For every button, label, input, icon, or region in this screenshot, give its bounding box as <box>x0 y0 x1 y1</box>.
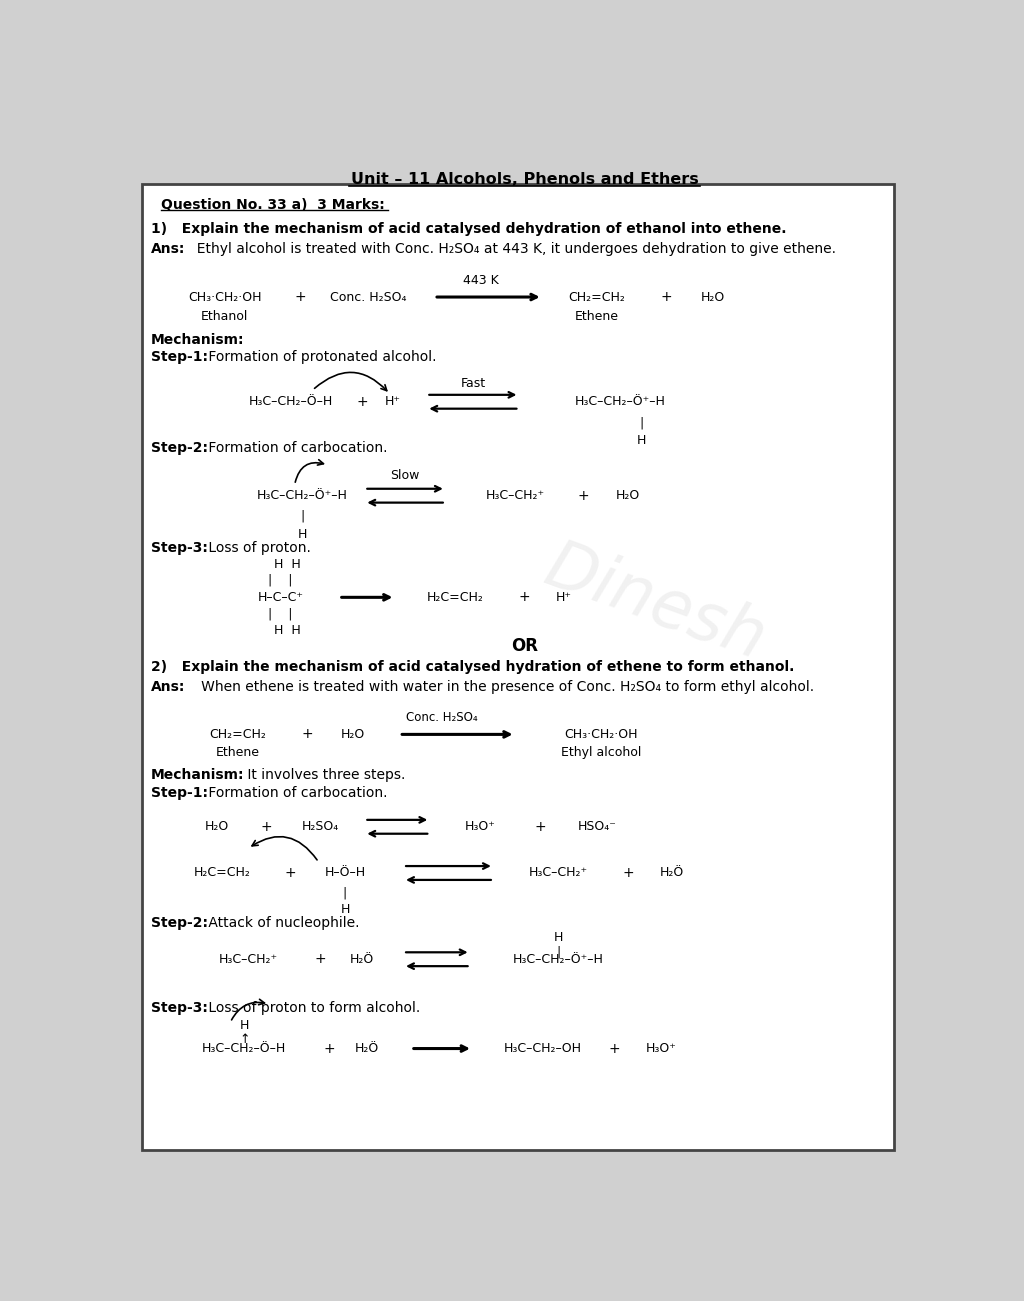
Text: Ethene: Ethene <box>574 310 618 323</box>
Text: H₃C–CH₂–OH: H₃C–CH₂–OH <box>504 1042 582 1055</box>
Text: Ans:: Ans: <box>152 242 185 256</box>
Text: Step-1:: Step-1: <box>152 350 208 364</box>
Text: Formation of carbocation.: Formation of carbocation. <box>204 786 387 800</box>
Text: +: + <box>324 1042 335 1055</box>
Text: +: + <box>660 290 673 304</box>
Text: |    |: | | <box>268 574 293 587</box>
Text: Question No. 33 a)  3 Marks:: Question No. 33 a) 3 Marks: <box>161 198 384 212</box>
Text: When ethene is treated with water in the presence of Conc. H₂SO₄ to form ethyl a: When ethene is treated with water in the… <box>188 679 814 693</box>
Text: H₃C–CH₂–Ö⁺–H: H₃C–CH₂–Ö⁺–H <box>574 396 666 409</box>
Text: Loss of proton.: Loss of proton. <box>204 541 311 556</box>
Text: H₂O: H₂O <box>615 489 640 502</box>
Text: 2)   Explain the mechanism of acid catalysed hydration of ethene to form ethanol: 2) Explain the mechanism of acid catalys… <box>152 660 795 674</box>
Text: H: H <box>553 932 563 945</box>
Text: H  H: H H <box>273 558 300 571</box>
Text: H₃C–CH₂–Ö–H: H₃C–CH₂–Ö–H <box>202 1042 287 1055</box>
Text: Ethyl alcohol is treated with Conc. H₂SO₄ at 443 K, it undergoes dehydration to : Ethyl alcohol is treated with Conc. H₂SO… <box>188 242 837 256</box>
Text: Slow: Slow <box>390 470 420 483</box>
Text: +: + <box>609 1042 621 1055</box>
Text: OR: OR <box>511 637 539 654</box>
Text: H⁺: H⁺ <box>385 396 401 409</box>
Text: H₃C–CH₂⁺: H₃C–CH₂⁺ <box>486 489 545 502</box>
Text: Step-1:: Step-1: <box>152 786 208 800</box>
Text: H: H <box>340 903 349 916</box>
Text: Attack of nucleophile.: Attack of nucleophile. <box>204 916 359 930</box>
Text: H₂O: H₂O <box>341 727 365 740</box>
Text: |: | <box>343 886 347 899</box>
Text: Unit – 11 Alcohols, Phenols and Ethers: Unit – 11 Alcohols, Phenols and Ethers <box>351 173 698 187</box>
Text: H⁺: H⁺ <box>556 591 571 604</box>
Text: Mechanism:: Mechanism: <box>152 333 245 347</box>
Text: 443 K: 443 K <box>463 273 499 286</box>
Text: +: + <box>314 952 326 967</box>
Text: H: H <box>240 1019 249 1032</box>
Text: |: | <box>639 416 643 429</box>
Text: +: + <box>535 820 546 834</box>
Text: H₃C–CH₂⁺: H₃C–CH₂⁺ <box>218 952 278 965</box>
Text: Step-3:: Step-3: <box>152 1000 208 1015</box>
Text: Formation of carbocation.: Formation of carbocation. <box>204 441 387 455</box>
Text: Step-2:: Step-2: <box>152 916 208 930</box>
Text: |    |: | | <box>268 608 293 621</box>
Text: CH₂=CH₂: CH₂=CH₂ <box>210 727 266 740</box>
Text: H₂SO₄: H₂SO₄ <box>302 821 339 833</box>
Text: CH₃·CH₂·OH: CH₃·CH₂·OH <box>564 727 638 740</box>
Text: |: | <box>300 510 304 523</box>
Text: ↑: ↑ <box>239 1033 250 1046</box>
Text: H–Ö–H: H–Ö–H <box>325 866 366 879</box>
Text: Conc. H₂SO₄: Conc. H₂SO₄ <box>407 710 477 723</box>
Text: H₂Ö: H₂Ö <box>350 952 374 965</box>
Text: +: + <box>294 290 306 304</box>
Text: H₂C=CH₂: H₂C=CH₂ <box>195 866 251 879</box>
Text: H₂O: H₂O <box>205 821 229 833</box>
Text: Ans:: Ans: <box>152 679 185 693</box>
Text: H₃O⁺: H₃O⁺ <box>465 821 496 833</box>
Text: +: + <box>285 866 297 879</box>
Text: Dinesh: Dinesh <box>536 533 774 674</box>
Text: +: + <box>578 489 590 502</box>
Text: H₃C–CH₂–Ö⁺–H: H₃C–CH₂–Ö⁺–H <box>257 489 348 502</box>
Text: H₃O⁺: H₃O⁺ <box>646 1042 677 1055</box>
Text: +: + <box>260 820 271 834</box>
Text: H₂O: H₂O <box>701 290 725 303</box>
Text: Conc. H₂SO₄: Conc. H₂SO₄ <box>330 290 407 303</box>
Text: H₂Ö: H₂Ö <box>354 1042 379 1055</box>
Text: H₃C–CH₂–Ö⁺–H: H₃C–CH₂–Ö⁺–H <box>513 952 603 965</box>
Text: H₂Ö: H₂Ö <box>659 866 684 879</box>
Text: Loss of proton to form alcohol.: Loss of proton to form alcohol. <box>204 1000 420 1015</box>
Text: H  H: H H <box>273 624 300 637</box>
Text: +: + <box>622 866 634 879</box>
Text: H–C–C⁺: H–C–C⁺ <box>258 591 304 604</box>
Text: Step-3:: Step-3: <box>152 541 208 556</box>
Text: +: + <box>356 394 368 409</box>
Text: H₃C–CH₂⁺: H₃C–CH₂⁺ <box>528 866 588 879</box>
Text: Ethanol: Ethanol <box>201 310 249 323</box>
Text: |: | <box>556 945 560 958</box>
Text: Formation of protonated alcohol.: Formation of protonated alcohol. <box>204 350 436 364</box>
Text: Ethene: Ethene <box>216 747 260 760</box>
Text: Step-2:: Step-2: <box>152 441 208 455</box>
Text: Ethyl alcohol: Ethyl alcohol <box>560 747 641 760</box>
Text: H₂C=CH₂: H₂C=CH₂ <box>427 591 483 604</box>
Text: +: + <box>302 727 313 742</box>
FancyBboxPatch shape <box>142 183 894 1150</box>
Text: CH₂=CH₂: CH₂=CH₂ <box>568 290 626 303</box>
Text: +: + <box>519 591 530 605</box>
Text: CH₃·CH₂·OH: CH₃·CH₂·OH <box>188 290 261 303</box>
Text: 1)   Explain the mechanism of acid catalysed dehydration of ethanol into ethene.: 1) Explain the mechanism of acid catalys… <box>152 221 786 235</box>
Text: H: H <box>636 433 646 446</box>
Text: HSO₄⁻: HSO₄⁻ <box>578 821 616 833</box>
Text: H: H <box>298 528 307 541</box>
Text: Fast: Fast <box>461 377 485 390</box>
Text: H₃C–CH₂–Ö–H: H₃C–CH₂–Ö–H <box>249 396 333 409</box>
Text: Mechanism:: Mechanism: <box>152 768 245 782</box>
Text: It involves three steps.: It involves three steps. <box>243 768 406 782</box>
